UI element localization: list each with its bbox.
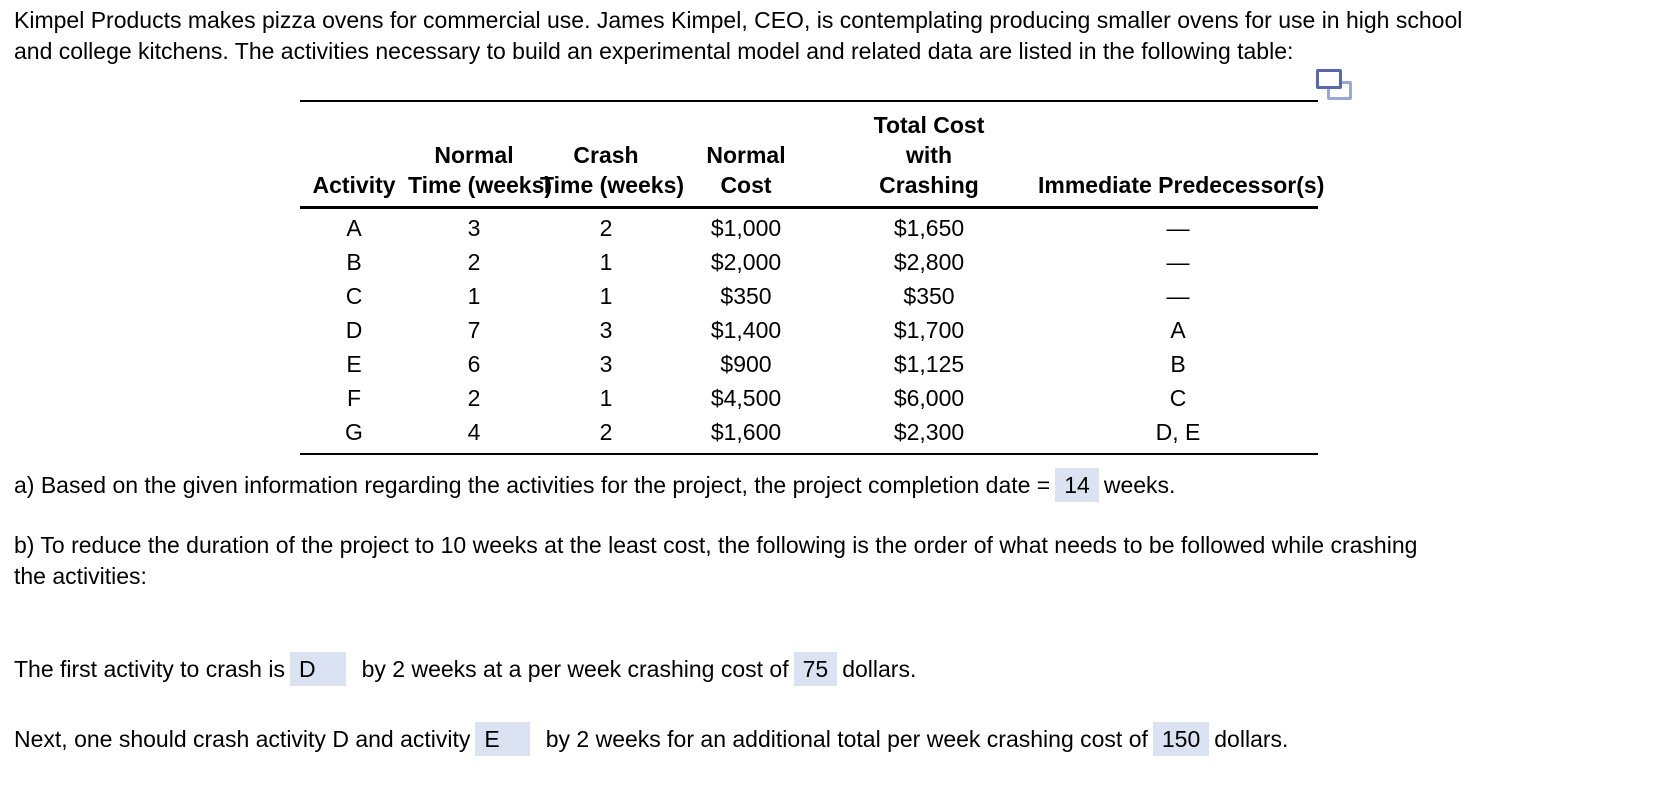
cell-activity: D xyxy=(345,317,363,343)
col-header-crash-time: Crash Time (weeks) xyxy=(540,101,685,209)
cell-normal-cost: $350 xyxy=(720,283,772,309)
cell-activity: G xyxy=(345,419,363,445)
next-crash-middle: by 2 weeks for an additional total per w… xyxy=(545,726,1148,752)
answer-box-completion-weeks[interactable]: 14 xyxy=(1055,468,1099,502)
cell-normal-time: 6 xyxy=(467,351,481,377)
col-header-normal-cost: Normal Cost xyxy=(672,101,820,209)
table-header-row: Activity Normal Time (weeks) Crash Time … xyxy=(300,101,1325,209)
cell-crash-time: 2 xyxy=(599,215,613,241)
table-row: G 4 2 $1,600 $2,300 D, E xyxy=(300,416,1318,454)
part-a-text: a) Based on the given information regard… xyxy=(14,468,1664,502)
col-header-crash-time-line1: Crash xyxy=(573,142,639,168)
intro-paragraph: Kimpel Products makes pizza ovens for co… xyxy=(14,5,1669,67)
col-header-total-cost-line3: Crashing xyxy=(879,172,979,198)
cell-normal-cost: $1,400 xyxy=(710,317,782,343)
col-header-total-cost-line2: with xyxy=(906,142,952,168)
answer-box-first-crash-activity[interactable]: D xyxy=(289,652,346,686)
cell-activity: B xyxy=(346,249,362,275)
col-header-predecessors: Immediate Predecessor(s) xyxy=(1038,101,1325,209)
cell-normal-time: 7 xyxy=(467,317,481,343)
copy-icon[interactable] xyxy=(1316,69,1352,100)
cell-crash-cost: $2,300 xyxy=(893,419,965,445)
first-crash-prefix: The first activity to crash is xyxy=(14,656,285,682)
table-row: A 3 2 $1,000 $1,650 — xyxy=(300,208,1318,247)
col-header-normal-time: Normal Time (weeks) xyxy=(408,101,553,209)
first-crash-suffix: dollars. xyxy=(842,656,917,682)
cell-normal-time: 2 xyxy=(467,249,481,275)
cell-crash-cost: $2,800 xyxy=(893,249,965,275)
activities-table: Activity Normal Time (weeks) Crash Time … xyxy=(300,100,1325,455)
cell-crash-time: 1 xyxy=(599,385,613,411)
cell-crash-time: 2 xyxy=(599,419,613,445)
cell-predecessors: C xyxy=(1169,385,1187,411)
col-header-activity: Activity xyxy=(300,101,408,209)
cell-crash-time: 3 xyxy=(599,317,613,343)
cell-activity: E xyxy=(346,351,362,377)
cell-normal-cost: $4,500 xyxy=(710,385,782,411)
cell-crash-cost: $350 xyxy=(903,283,955,309)
cell-predecessors: A xyxy=(1170,317,1186,343)
table-row: E 6 3 $900 $1,125 B xyxy=(300,348,1318,382)
part-a-prefix: a) Based on the given information regard… xyxy=(14,472,1051,498)
copy-icon-front-rect xyxy=(1316,69,1342,89)
next-crash-prefix: Next, one should crash activity D and ac… xyxy=(14,726,471,752)
col-header-total-cost-crashing: Total Cost with Crashing xyxy=(820,101,1038,209)
answer-box-next-crash-activity[interactable]: E xyxy=(475,722,530,756)
col-header-normal-time-line2: Time (weeks) xyxy=(408,172,553,198)
cell-activity: A xyxy=(346,215,362,241)
col-header-normal-cost-line2: Cost xyxy=(720,172,772,198)
cell-predecessors: — xyxy=(1166,249,1190,275)
cell-normal-time: 3 xyxy=(467,215,481,241)
cell-normal-cost: $2,000 xyxy=(710,249,782,275)
col-header-normal-cost-line1: Normal xyxy=(706,142,786,168)
answer-box-first-crash-cost[interactable]: 75 xyxy=(793,652,838,686)
cell-predecessors: — xyxy=(1166,283,1190,309)
table-row: F 2 1 $4,500 $6,000 C xyxy=(300,382,1318,416)
cell-crash-cost: $1,125 xyxy=(893,351,965,377)
col-header-normal-time-line1: Normal xyxy=(434,142,514,168)
activities-table-container: Activity Normal Time (weeks) Crash Time … xyxy=(300,100,1325,455)
cell-crash-cost: $1,700 xyxy=(893,317,965,343)
cell-normal-cost: $900 xyxy=(720,351,772,377)
part-a-suffix: weeks. xyxy=(1103,472,1176,498)
cell-crash-time: 3 xyxy=(599,351,613,377)
cell-predecessors: D, E xyxy=(1155,419,1201,445)
table-row: B 2 1 $2,000 $2,800 — xyxy=(300,246,1318,280)
cell-crash-cost: $1,650 xyxy=(893,215,965,241)
col-header-predecessors-label: Immediate Predecessor(s) xyxy=(1038,172,1325,198)
cell-crash-time: 1 xyxy=(599,283,613,309)
table-row: C 1 1 $350 $350 — xyxy=(300,280,1318,314)
cell-predecessors: — xyxy=(1166,215,1190,241)
intro-line-1: Kimpel Products makes pizza ovens for co… xyxy=(14,7,1463,33)
cell-normal-cost: $1,600 xyxy=(710,419,782,445)
cell-activity: F xyxy=(346,385,362,411)
cell-crash-time: 1 xyxy=(599,249,613,275)
first-crash-middle: by 2 weeks at a per week crashing cost o… xyxy=(361,656,789,682)
cell-crash-cost: $6,000 xyxy=(893,385,965,411)
part-b-text: b) To reduce the duration of the project… xyxy=(14,530,1664,592)
part-b-line-2: the activities: xyxy=(14,563,147,589)
cell-normal-cost: $1,000 xyxy=(710,215,782,241)
cell-predecessors: B xyxy=(1170,351,1186,377)
answer-box-next-crash-cost[interactable]: 150 xyxy=(1152,722,1210,756)
intro-line-2: and college kitchens. The activities nec… xyxy=(14,38,1294,64)
next-crash-sentence: Next, one should crash activity D and ac… xyxy=(14,722,1664,756)
next-crash-suffix: dollars. xyxy=(1214,726,1289,752)
col-header-total-cost-line1: Total Cost xyxy=(873,112,985,138)
part-b-line-1: b) To reduce the duration of the project… xyxy=(14,532,1418,558)
cell-normal-time: 1 xyxy=(467,283,481,309)
col-header-activity-label: Activity xyxy=(312,172,396,198)
cell-activity: C xyxy=(345,283,363,309)
col-header-crash-time-line2: Time (weeks) xyxy=(540,172,685,198)
table-row: D 7 3 $1,400 $1,700 A xyxy=(300,314,1318,348)
cell-normal-time: 4 xyxy=(467,419,481,445)
cell-normal-time: 2 xyxy=(467,385,481,411)
